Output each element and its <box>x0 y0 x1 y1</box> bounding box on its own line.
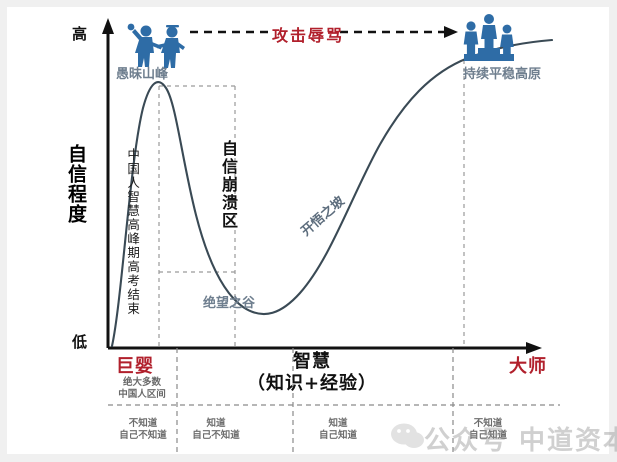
quadrant-label-3-line1: 知道 <box>328 418 348 429</box>
collapse-zone-label: 自信崩溃区 <box>219 140 238 230</box>
zone-left-subtitle: 绝大多数 中国人区间 <box>108 377 176 401</box>
zone-center-title: 智慧 （知识+经验） <box>232 351 392 395</box>
frame-edge-top <box>0 0 617 7</box>
frame-edge-right <box>609 0 617 462</box>
quadrant-label-1-line2: 自己不知道 <box>119 430 167 442</box>
frame-edge-bottom <box>0 454 617 462</box>
quadrant-label-2-line1: 知道 <box>206 418 226 429</box>
attack-arrow <box>190 26 458 38</box>
peak-label: 愚昧山峰 <box>116 67 169 82</box>
valley-label: 绝望之谷 <box>203 296 256 311</box>
quadrant-label-4-line2: 自己知道 <box>468 430 507 442</box>
zone-left-subtitle-line2: 中国人区间 <box>118 388 166 400</box>
two-people-arguing-icon <box>127 23 185 68</box>
y-axis-high-label: 高 <box>72 25 88 43</box>
quadrant-label-1: 不知道 自己不知道 <box>110 418 176 443</box>
y-axis <box>102 18 114 348</box>
quadrant-label-3: 知道 自己知道 <box>305 418 371 443</box>
zone-left-subtitle-line1: 绝大多数 <box>122 377 161 388</box>
zone-center-title-line2: （知识+经验） <box>246 372 378 394</box>
frame-edge-left <box>0 0 7 462</box>
china-peak-note: 中国人智慧高峰期高考结束 <box>125 148 141 316</box>
y-axis-low-label: 低 <box>72 333 88 351</box>
quadrant-label-4-line1: 不知道 <box>473 418 503 429</box>
y-axis-title: 自信程度 <box>65 144 87 224</box>
wechat-logo-icon <box>391 423 424 448</box>
zone-center-title-line1: 智慧 <box>293 351 331 372</box>
zone-right-title: 大师 <box>509 356 547 377</box>
three-people-podium-icon <box>463 14 514 61</box>
quadrant-label-2: 知道 自己不知道 <box>181 418 251 443</box>
x-axis <box>108 342 542 354</box>
quadrant-label-4: 不知道 自己知道 <box>455 418 521 443</box>
plateau-label: 持续平稳高原 <box>463 67 542 82</box>
quadrant-label-1-line1: 不知道 <box>128 418 158 429</box>
dunning-kruger-curve <box>110 38 554 348</box>
quadrant-label-3-line2: 自己知道 <box>318 430 357 442</box>
attack-label: 攻击辱骂 <box>272 26 345 45</box>
quadrant-label-2-line2: 自己不知道 <box>192 430 240 442</box>
zone-left-title: 巨婴 <box>116 356 154 377</box>
